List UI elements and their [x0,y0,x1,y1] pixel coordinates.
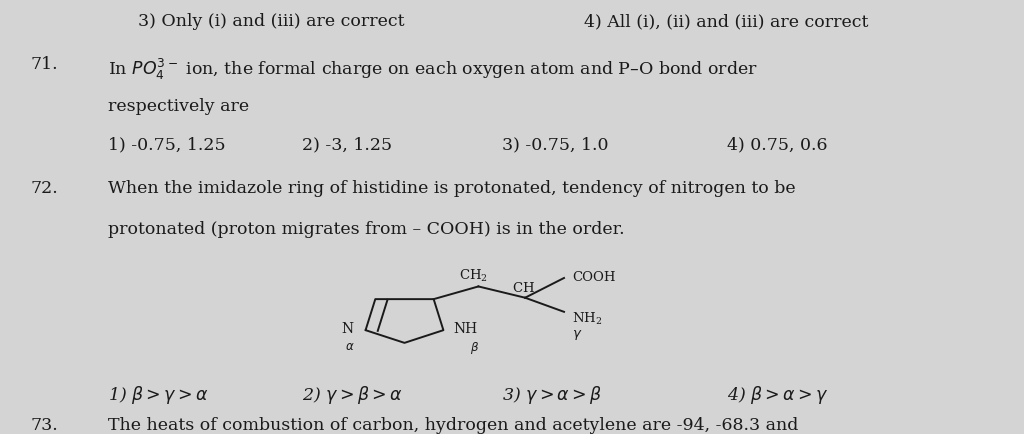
Text: $\mathit{\alpha}$: $\mathit{\alpha}$ [345,340,355,353]
Text: When the imidazole ring of histidine is protonated, tendency of nitrogen to be: When the imidazole ring of histidine is … [108,180,796,197]
Text: $\mathit{\gamma}$: $\mathit{\gamma}$ [572,328,583,342]
Text: 3) -0.75, 1.0: 3) -0.75, 1.0 [502,137,608,154]
Text: 71.: 71. [31,56,58,73]
Text: N: N [341,322,353,336]
Text: 4) $\beta>\alpha>\gamma$: 4) $\beta>\alpha>\gamma$ [727,384,828,406]
Text: respectively are: respectively are [108,98,249,115]
Text: 72.: 72. [31,180,58,197]
Text: COOH: COOH [572,271,615,283]
Text: protonated (proton migrates from – COOH) is in the order.: protonated (proton migrates from – COOH)… [108,221,625,238]
Text: The heats of combustion of carbon, hydrogen and acetylene are -94, -68.3 and: The heats of combustion of carbon, hydro… [108,417,798,434]
Text: $\mathregular{NH_2}$: $\mathregular{NH_2}$ [572,311,602,327]
Text: 4) 0.75, 0.6: 4) 0.75, 0.6 [727,137,827,154]
Text: 4) All (i), (ii) and (iii) are correct: 4) All (i), (ii) and (iii) are correct [584,13,868,30]
Text: 1) $\beta>\gamma>\alpha$: 1) $\beta>\gamma>\alpha$ [108,384,208,406]
Text: In $PO_4^{3-}$ ion, the formal charge on each oxygen atom and P–O bond order: In $PO_4^{3-}$ ion, the formal charge on… [108,56,758,82]
Text: 73.: 73. [31,417,58,434]
Text: NH: NH [454,322,478,336]
Text: $\mathregular{CH_2}$: $\mathregular{CH_2}$ [459,268,487,284]
Text: $\mathit{\beta}$: $\mathit{\beta}$ [470,340,478,356]
Text: $\mathregular{CH}$: $\mathregular{CH}$ [512,281,535,295]
Text: 2) $\gamma>\beta>\alpha$: 2) $\gamma>\beta>\alpha$ [302,384,402,406]
Text: 1) -0.75, 1.25: 1) -0.75, 1.25 [108,137,225,154]
Text: 3) $\gamma>\alpha>\beta$: 3) $\gamma>\alpha>\beta$ [502,384,602,406]
Text: 2) -3, 1.25: 2) -3, 1.25 [302,137,392,154]
Text: 3) Only (i) and (iii) are correct: 3) Only (i) and (iii) are correct [138,13,404,30]
